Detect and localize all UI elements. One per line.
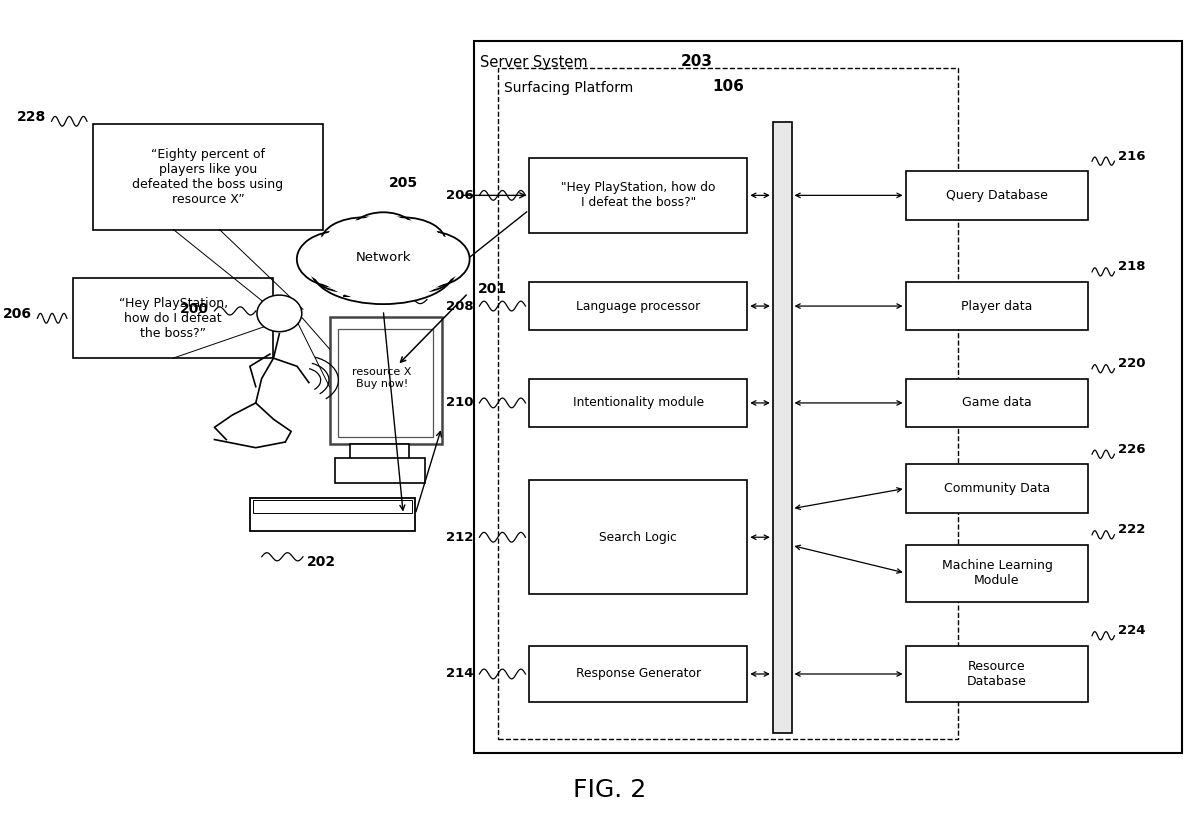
- Ellipse shape: [389, 234, 466, 285]
- Bar: [529, 282, 748, 330]
- Bar: [474, 41, 1182, 753]
- Text: 201: 201: [478, 282, 506, 296]
- Ellipse shape: [312, 238, 454, 304]
- Text: 204: 204: [342, 286, 372, 300]
- Text: Query Database: Query Database: [946, 189, 1048, 202]
- Ellipse shape: [391, 248, 452, 289]
- Text: Server System: Server System: [480, 55, 588, 70]
- Ellipse shape: [311, 247, 378, 291]
- Text: Game data: Game data: [962, 396, 1032, 409]
- Text: 228: 228: [17, 110, 46, 125]
- Text: 222: 222: [1118, 523, 1145, 536]
- Text: 202: 202: [306, 554, 336, 569]
- Ellipse shape: [301, 234, 378, 285]
- Bar: [529, 646, 748, 702]
- Bar: [529, 379, 748, 427]
- Text: 208: 208: [446, 300, 474, 313]
- Text: FIG. 2: FIG. 2: [574, 777, 647, 802]
- Text: Intentionality module: Intentionality module: [572, 396, 703, 409]
- Ellipse shape: [360, 217, 445, 266]
- Text: Player data: Player data: [961, 300, 1033, 313]
- Bar: [73, 278, 274, 358]
- Text: 203: 203: [680, 54, 713, 68]
- Bar: [529, 158, 748, 234]
- Bar: [906, 379, 1088, 427]
- Text: Community Data: Community Data: [944, 482, 1050, 495]
- Text: 220: 220: [1118, 357, 1146, 370]
- Text: 224: 224: [1118, 624, 1146, 637]
- Bar: [906, 464, 1088, 513]
- Text: Response Generator: Response Generator: [576, 667, 701, 681]
- Text: 106: 106: [713, 79, 744, 94]
- Text: 206: 206: [2, 307, 31, 322]
- Bar: [529, 480, 748, 594]
- Bar: [498, 68, 958, 739]
- Ellipse shape: [365, 220, 442, 264]
- Ellipse shape: [385, 231, 469, 287]
- Text: Resource
Database: Resource Database: [967, 660, 1027, 688]
- Ellipse shape: [320, 217, 406, 266]
- Text: 226: 226: [1118, 443, 1146, 456]
- Text: 214: 214: [446, 667, 474, 681]
- Ellipse shape: [325, 220, 402, 264]
- Bar: [253, 500, 412, 513]
- Text: 212: 212: [446, 531, 474, 544]
- Bar: [92, 124, 323, 230]
- Ellipse shape: [313, 248, 374, 289]
- Bar: [337, 329, 433, 437]
- Ellipse shape: [319, 241, 446, 301]
- Text: 210: 210: [446, 396, 474, 409]
- Text: resource X
Buy now!: resource X Buy now!: [353, 367, 412, 389]
- Text: “Eighty percent of
players like you
defeated the boss using
resource X”: “Eighty percent of players like you defe…: [132, 147, 283, 206]
- Bar: [335, 458, 425, 483]
- Bar: [906, 646, 1088, 702]
- Text: Surfacing Platform: Surfacing Platform: [504, 81, 632, 94]
- Text: 205: 205: [389, 176, 419, 190]
- Ellipse shape: [349, 212, 418, 256]
- Ellipse shape: [257, 295, 301, 332]
- Text: Search Logic: Search Logic: [599, 531, 677, 544]
- Text: 216: 216: [1118, 150, 1146, 163]
- Text: 206: 206: [446, 189, 474, 202]
- Text: "Hey PlayStation, how do
I defeat the boss?": "Hey PlayStation, how do I defeat the bo…: [560, 182, 715, 209]
- Bar: [250, 498, 415, 531]
- Text: 200: 200: [180, 302, 209, 317]
- Ellipse shape: [296, 231, 382, 287]
- Text: Machine Learning
Module: Machine Learning Module: [942, 559, 1052, 587]
- Bar: [906, 171, 1088, 220]
- Bar: [906, 545, 1088, 602]
- Text: “Hey PlayStation,
how do I defeat
the boss?”: “Hey PlayStation, how do I defeat the bo…: [119, 297, 228, 339]
- Bar: [906, 282, 1088, 330]
- Bar: [773, 122, 792, 733]
- Bar: [350, 444, 409, 460]
- Ellipse shape: [353, 214, 414, 253]
- Ellipse shape: [388, 247, 456, 291]
- Text: Network: Network: [355, 251, 410, 264]
- Bar: [330, 317, 442, 444]
- Text: 218: 218: [1118, 260, 1146, 274]
- Text: Language processor: Language processor: [576, 300, 701, 313]
